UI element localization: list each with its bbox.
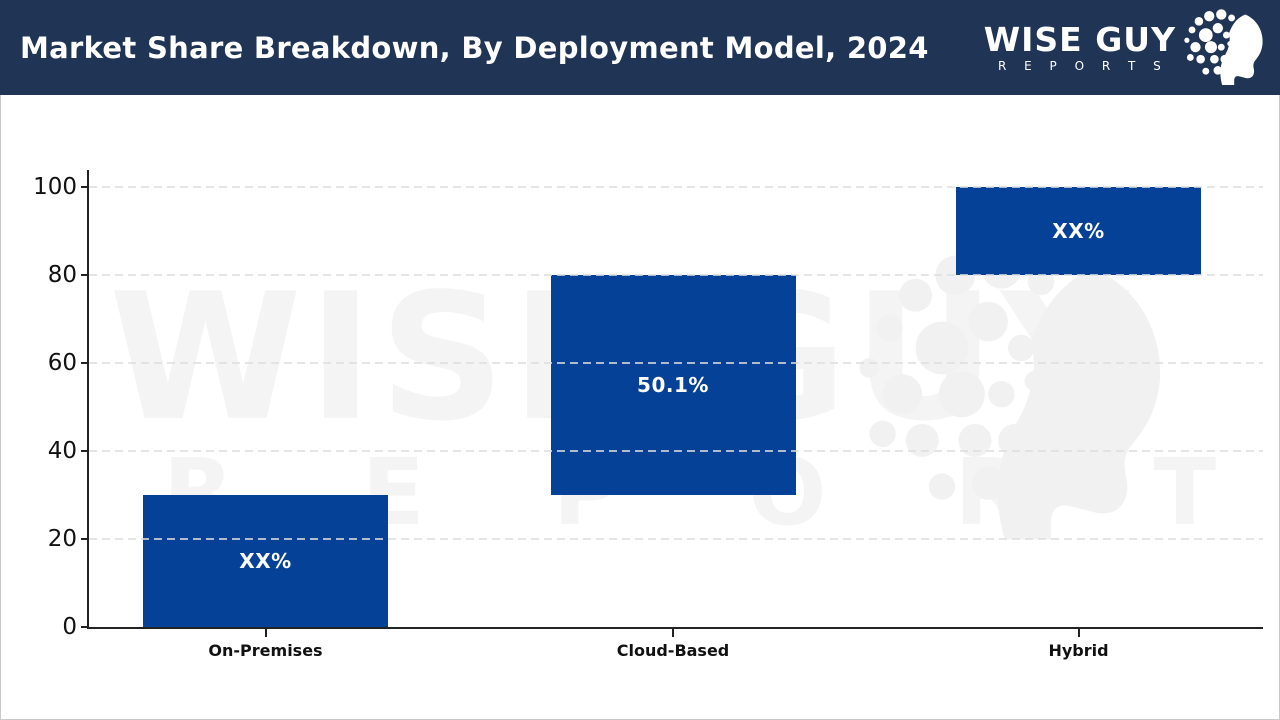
- brand-logo: WISE GUY R E P O R T S: [984, 6, 1266, 90]
- header-bar: Market Share Breakdown, By Deployment Mo…: [0, 0, 1280, 95]
- brand-tagline: R E P O R T S: [997, 58, 1168, 73]
- chart-title: Market Share Breakdown, By Deployment Mo…: [20, 30, 929, 65]
- y-axis-tick-20: [81, 538, 89, 540]
- bar-hybrid: XX%: [956, 187, 1201, 275]
- x-axis-tick-1: [672, 629, 674, 637]
- bar-on-premises: XX%: [143, 495, 388, 627]
- y-axis-label-0: 0: [62, 614, 77, 640]
- gridline-60: [89, 362, 1263, 364]
- gridline-40: [89, 450, 1263, 452]
- y-axis-label-20: 20: [47, 526, 77, 552]
- gridline-20: [89, 538, 1263, 540]
- bar-value-label: XX%: [239, 549, 292, 573]
- dotted-face-profile-icon: [1184, 9, 1263, 85]
- gridline-80: [89, 274, 1263, 276]
- x-axis-tick-0: [264, 629, 267, 637]
- y-axis-tick-60: [81, 362, 89, 364]
- x-axis-line: [87, 627, 1263, 629]
- bar-cloud-based: 50.1%: [550, 275, 796, 495]
- x-axis-tick-2: [1077, 629, 1080, 637]
- y-axis-label-100: 100: [33, 174, 77, 200]
- y-axis-tick-0: [81, 626, 89, 628]
- y-axis-tick-100: [81, 186, 89, 188]
- brand-logo-text: WISE GUY R E P O R T S: [984, 23, 1176, 73]
- gridline-100: [89, 186, 1263, 188]
- y-axis-label-60: 60: [47, 350, 77, 376]
- y-axis-label-80: 80: [47, 262, 77, 288]
- chart-canvas: WISE GUY R E P O R T S 020406080100XX%50…: [0, 95, 1280, 720]
- dotted-face-profile-watermark: [859, 249, 1161, 540]
- y-axis-line: [87, 170, 89, 629]
- x-axis-category-label: On-Premises: [208, 641, 323, 660]
- x-axis-category-label: Hybrid: [1048, 641, 1109, 660]
- brand-name: WISE GUY: [983, 20, 1176, 60]
- x-axis-category-label: Cloud-Based: [616, 641, 730, 660]
- y-axis-label-40: 40: [47, 438, 77, 464]
- y-axis-tick-80: [81, 274, 89, 276]
- bar-value-label: 50.1%: [637, 373, 709, 397]
- y-axis-tick-40: [81, 450, 89, 452]
- bar-value-label: XX%: [1052, 219, 1105, 243]
